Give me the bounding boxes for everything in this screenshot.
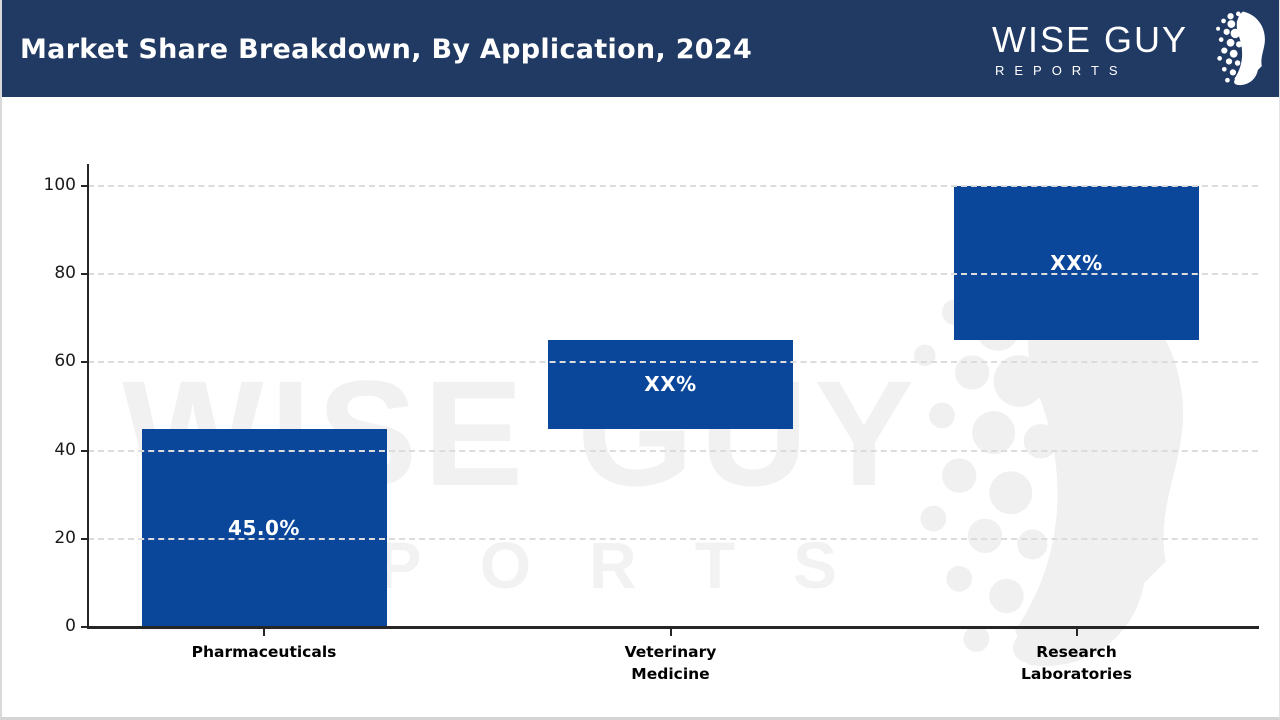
bar-value-label: 45.0% (228, 515, 300, 540)
bar-value-label: XX% (644, 372, 697, 397)
gridline (88, 185, 1258, 187)
bar-pharmaceuticals: 45.0% (141, 428, 387, 627)
gridline (88, 273, 1258, 276)
chart-title: Market Share Breakdown, By Application, … (20, 34, 753, 65)
y-axis-line (86, 164, 89, 628)
logo-sub-text: REPORTS (994, 63, 1128, 78)
y-axis-tick-mark (81, 361, 88, 364)
x-axis-tick-mark (669, 629, 672, 636)
header-bar: Market Share Breakdown, By Application, … (0, 0, 1280, 97)
y-axis-tick-label: 60 (54, 351, 76, 372)
x-axis-tick-mark (263, 629, 265, 636)
y-axis-tick-label: 0 (65, 616, 76, 636)
gridline (88, 361, 1258, 364)
x-axis-category-label: Veterinary Medicine (624, 643, 717, 683)
y-axis-tick-mark (81, 185, 88, 187)
y-axis-tick-mark (81, 537, 88, 540)
gridline (88, 449, 1258, 452)
gridline (88, 537, 1258, 540)
x-axis-category-label: Research Laboratories (1021, 643, 1132, 683)
wiseguy-face-icon (1216, 11, 1265, 86)
y-axis-tick-label: 80 (54, 263, 76, 284)
bar-veterinary-medicine: XX% (548, 340, 793, 429)
y-axis-tick-mark (81, 449, 88, 452)
bar-research-laboratories: XX% (954, 186, 1199, 341)
x-axis-tick-mark (1075, 629, 1078, 636)
wiseguy-logo: WISE GUY REPORTS (992, 9, 1268, 89)
bar-value-label: XX% (1050, 251, 1103, 276)
x-axis-category-label: Pharmaceuticals (191, 643, 337, 661)
y-axis-tick-mark (81, 626, 88, 628)
logo-brand-text: WISE GUY (991, 19, 1188, 60)
y-axis-tick-label: 100 (43, 175, 76, 195)
y-axis-tick-label: 20 (54, 527, 76, 548)
y-axis-tick-mark (81, 273, 88, 276)
y-axis-tick-label: 40 (54, 439, 76, 460)
x-axis-line (86, 626, 1259, 629)
